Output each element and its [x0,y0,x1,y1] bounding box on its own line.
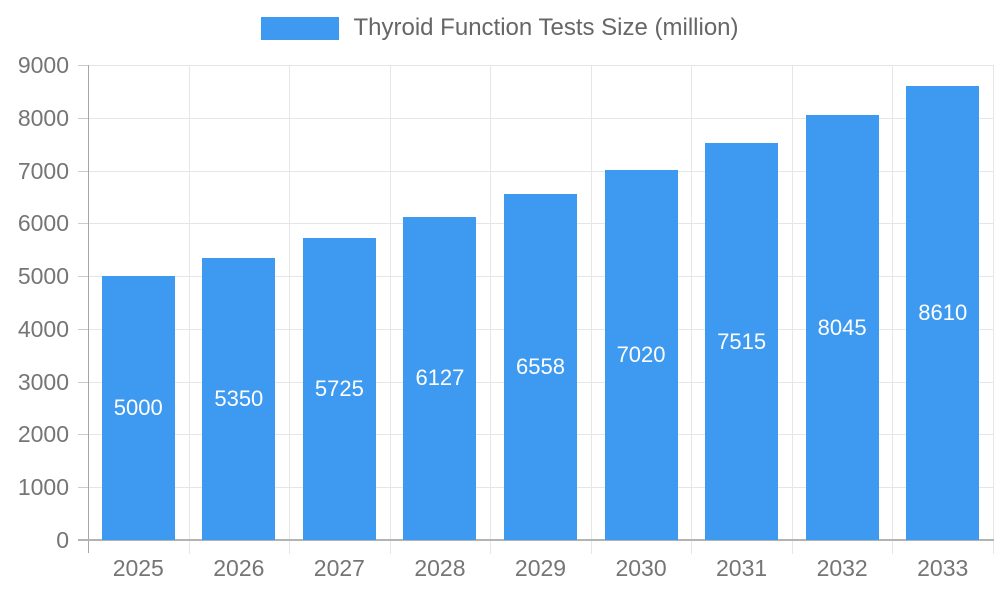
x-axis-tick-label: 2027 [313,555,365,581]
bar[interactable] [504,193,577,540]
x-axis-tick-label: 2026 [213,555,265,581]
v-gridline [892,65,894,554]
y-axis-tick [78,434,88,436]
y-axis-tick-label: 2000 [17,421,69,448]
x-axis-tick-label: 2033 [917,555,969,581]
bar[interactable] [906,85,980,540]
y-axis-tick-label: 1000 [17,474,69,501]
v-gridline [389,65,391,554]
y-axis-tick-label: 6000 [17,210,69,237]
x-axis-tick-label: 2030 [615,555,667,581]
bar[interactable] [302,237,376,540]
y-axis-tick [78,381,88,383]
y-axis-tick [78,487,88,489]
y-axis-tick-label: 5000 [17,263,69,290]
v-gridline [289,65,291,554]
y-axis-tick [78,65,88,66]
v-gridline [691,65,693,554]
x-axis-tick-label: 2032 [816,555,868,581]
y-axis-tick-label: 8000 [17,104,69,131]
plot-area: 0 1000 2000 3000 4000 5000 6000 7000 8000 9000 500… [18,54,994,580]
x-axis-tick-label: 2029 [514,555,567,581]
y-axis-tick [78,117,88,119]
v-gridline [993,65,994,554]
y-axis-tick [78,276,88,278]
bar[interactable] [403,216,477,540]
y-axis-tick-label: 0 [56,527,69,553]
y-axis-tick-label: 4000 [17,315,69,342]
y-axis-tick-label: 3000 [17,368,69,395]
h-gridline [88,170,993,172]
legend: Thyroid Function Tests Size (million) [0,14,1000,42]
y-axis-tick [78,328,88,330]
y-axis-tick-label: 9000 [17,52,69,78]
x-axis-line [78,539,994,541]
bar[interactable] [202,257,276,540]
x-axis-tick-label: 2025 [112,555,164,581]
y-axis-tick [78,223,88,225]
v-gridline [490,65,492,554]
v-gridline [188,65,190,554]
y-axis-line [88,65,89,553]
x-axis-tick-label: 2031 [716,555,768,581]
y-axis-tick-label: 7000 [17,157,69,184]
bar[interactable] [805,115,879,540]
bar[interactable] [604,169,678,540]
v-gridline [791,65,793,554]
legend-swatch[interactable] [261,16,340,40]
legend-label[interactable]: Thyroid Function Tests Size (million) [353,14,739,41]
h-gridline [88,117,993,119]
bar[interactable] [101,276,175,540]
bar[interactable] [705,143,779,540]
y-axis-tick [78,170,88,172]
h-gridline [88,65,993,66]
x-axis-tick-label: 2028 [414,555,466,581]
v-gridline [590,65,592,554]
